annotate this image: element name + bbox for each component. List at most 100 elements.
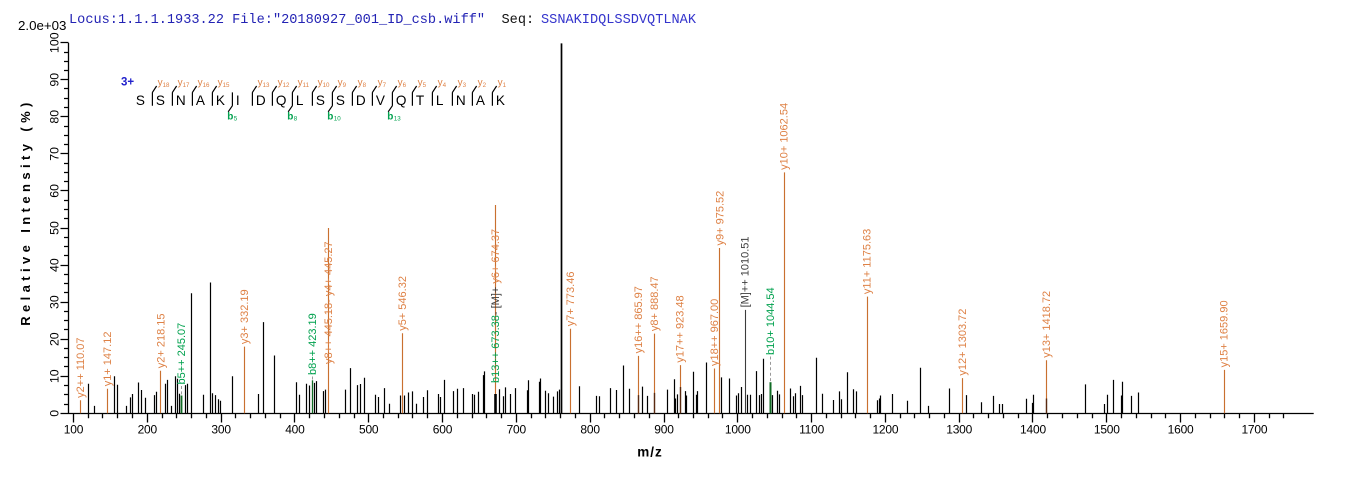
svg-text:y: y bbox=[458, 78, 463, 89]
svg-text:17: 17 bbox=[183, 82, 190, 89]
svg-text:y: y bbox=[198, 78, 203, 89]
svg-text:T: T bbox=[416, 93, 424, 108]
svg-text:1300: 1300 bbox=[946, 423, 972, 437]
svg-text:y: y bbox=[258, 78, 263, 89]
svg-text:900: 900 bbox=[654, 423, 674, 437]
svg-text:y17++ 923.48: y17++ 923.48 bbox=[675, 295, 687, 362]
svg-text:y: y bbox=[318, 78, 323, 89]
svg-text:13: 13 bbox=[394, 116, 401, 123]
svg-text:b: b bbox=[227, 112, 233, 123]
svg-text:b8++ 423.19: b8++ 423.19 bbox=[307, 313, 319, 375]
svg-text:0: 0 bbox=[47, 410, 61, 417]
svg-text:N: N bbox=[176, 93, 186, 108]
svg-text:S: S bbox=[316, 93, 325, 108]
svg-text:Relative Intensity (%): Relative Intensity (%) bbox=[18, 98, 33, 326]
svg-text:A: A bbox=[476, 93, 486, 108]
svg-text:2: 2 bbox=[483, 82, 487, 89]
svg-text:y: y bbox=[218, 78, 223, 89]
svg-text:y: y bbox=[398, 78, 403, 89]
svg-text:N: N bbox=[456, 93, 466, 108]
svg-text:50: 50 bbox=[47, 221, 61, 235]
svg-text:100: 100 bbox=[47, 32, 61, 53]
svg-text:9: 9 bbox=[343, 82, 347, 89]
svg-text:15: 15 bbox=[223, 82, 230, 89]
svg-text:y2++ 110.07: y2++ 110.07 bbox=[75, 337, 87, 397]
svg-text:b13++ 673.38- [M]+ y6+ 674.37: b13++ 673.38- [M]+ y6+ 674.37 bbox=[490, 229, 502, 383]
svg-text:y12+ 1303.72: y12+ 1303.72 bbox=[957, 309, 969, 376]
svg-text:y8+ 888.47: y8+ 888.47 bbox=[649, 276, 661, 331]
svg-text:y3+ 332.19: y3+ 332.19 bbox=[239, 289, 251, 344]
svg-text:D: D bbox=[256, 93, 266, 108]
svg-text:y8++ 445.18- y4+ 445.27: y8++ 445.18- y4+ 445.27 bbox=[323, 241, 335, 364]
svg-text:90: 90 bbox=[47, 73, 61, 87]
svg-text:40: 40 bbox=[47, 258, 61, 272]
svg-text:y15+ 1659.90: y15+ 1659.90 bbox=[1219, 300, 1231, 367]
svg-text:7: 7 bbox=[383, 82, 387, 89]
svg-text:200: 200 bbox=[138, 423, 158, 437]
svg-text:K: K bbox=[216, 93, 225, 108]
svg-text:[M]++ 1010.51: [M]++ 1010.51 bbox=[740, 236, 752, 307]
svg-text:L: L bbox=[436, 93, 444, 108]
svg-text:500: 500 bbox=[359, 423, 379, 437]
svg-text:y10+ 1062.54: y10+ 1062.54 bbox=[779, 103, 791, 170]
svg-text:8: 8 bbox=[363, 82, 367, 89]
svg-text:S: S bbox=[156, 93, 165, 108]
svg-text:y5+ 546.32: y5+ 546.32 bbox=[397, 276, 409, 331]
svg-text:6: 6 bbox=[403, 82, 407, 89]
svg-text:y: y bbox=[298, 78, 303, 89]
svg-text:10: 10 bbox=[47, 369, 61, 383]
svg-text:Q: Q bbox=[396, 93, 407, 108]
svg-text:3+: 3+ bbox=[121, 77, 134, 89]
svg-text:3: 3 bbox=[463, 82, 467, 89]
svg-text:10: 10 bbox=[334, 116, 341, 123]
svg-text:13: 13 bbox=[263, 82, 270, 89]
svg-text:1400: 1400 bbox=[1020, 423, 1046, 437]
svg-text:80: 80 bbox=[47, 110, 61, 124]
svg-text:S: S bbox=[336, 93, 345, 108]
svg-text:S: S bbox=[136, 93, 145, 108]
svg-text:b: b bbox=[287, 112, 293, 123]
svg-text:1200: 1200 bbox=[872, 423, 898, 437]
svg-text:I: I bbox=[236, 93, 240, 108]
svg-text:70: 70 bbox=[47, 147, 61, 161]
svg-text:y: y bbox=[338, 78, 343, 89]
svg-text:y11+ 1175.63: y11+ 1175.63 bbox=[862, 229, 874, 294]
svg-text:18: 18 bbox=[163, 82, 170, 89]
svg-text:b5++ 245.07: b5++ 245.07 bbox=[176, 323, 188, 385]
svg-text:A: A bbox=[196, 93, 206, 108]
svg-text:y13+ 1418.72: y13+ 1418.72 bbox=[1041, 291, 1053, 358]
svg-text:SSNAKIDQLSSDVQTLNAK: SSNAKIDQLSSDVQTLNAK bbox=[541, 13, 697, 28]
svg-text:y7+ 773.46: y7+ 773.46 bbox=[565, 272, 577, 327]
svg-text:12: 12 bbox=[283, 82, 290, 89]
svg-text:60: 60 bbox=[47, 184, 61, 198]
svg-text:300: 300 bbox=[211, 423, 231, 437]
svg-text:b10+ 1044.54: b10+ 1044.54 bbox=[765, 287, 777, 355]
svg-text:100: 100 bbox=[64, 423, 84, 437]
svg-text:m/z: m/z bbox=[637, 445, 663, 460]
svg-text:K: K bbox=[496, 93, 505, 108]
svg-text:8: 8 bbox=[294, 116, 298, 123]
svg-text:5: 5 bbox=[423, 82, 427, 89]
svg-text:400: 400 bbox=[285, 423, 305, 437]
svg-text:y1+ 147.12: y1+ 147.12 bbox=[102, 332, 114, 387]
svg-text:10: 10 bbox=[323, 82, 330, 89]
svg-text:2.0e+03: 2.0e+03 bbox=[18, 18, 66, 33]
svg-text:30: 30 bbox=[47, 295, 61, 309]
svg-text:y: y bbox=[158, 78, 163, 89]
svg-text:1500: 1500 bbox=[1094, 423, 1120, 437]
svg-text:y: y bbox=[278, 78, 283, 89]
svg-text:700: 700 bbox=[507, 423, 527, 437]
svg-text:600: 600 bbox=[433, 423, 453, 437]
svg-text:y16++ 865.97: y16++ 865.97 bbox=[633, 286, 645, 353]
svg-text:1000: 1000 bbox=[725, 423, 751, 437]
svg-text:20: 20 bbox=[47, 332, 61, 346]
svg-text:y: y bbox=[498, 78, 503, 89]
svg-text:1100: 1100 bbox=[799, 423, 825, 437]
svg-text:Locus:1.1.1.1933.22 File:"2018: Locus:1.1.1.1933.22 File:"20180927_001_I… bbox=[69, 13, 485, 28]
svg-text:16: 16 bbox=[203, 82, 210, 89]
svg-text:y: y bbox=[418, 78, 423, 89]
svg-text:b: b bbox=[327, 112, 333, 123]
svg-text:Q: Q bbox=[276, 93, 287, 108]
svg-text:y: y bbox=[358, 78, 363, 89]
svg-text:y: y bbox=[378, 78, 383, 89]
